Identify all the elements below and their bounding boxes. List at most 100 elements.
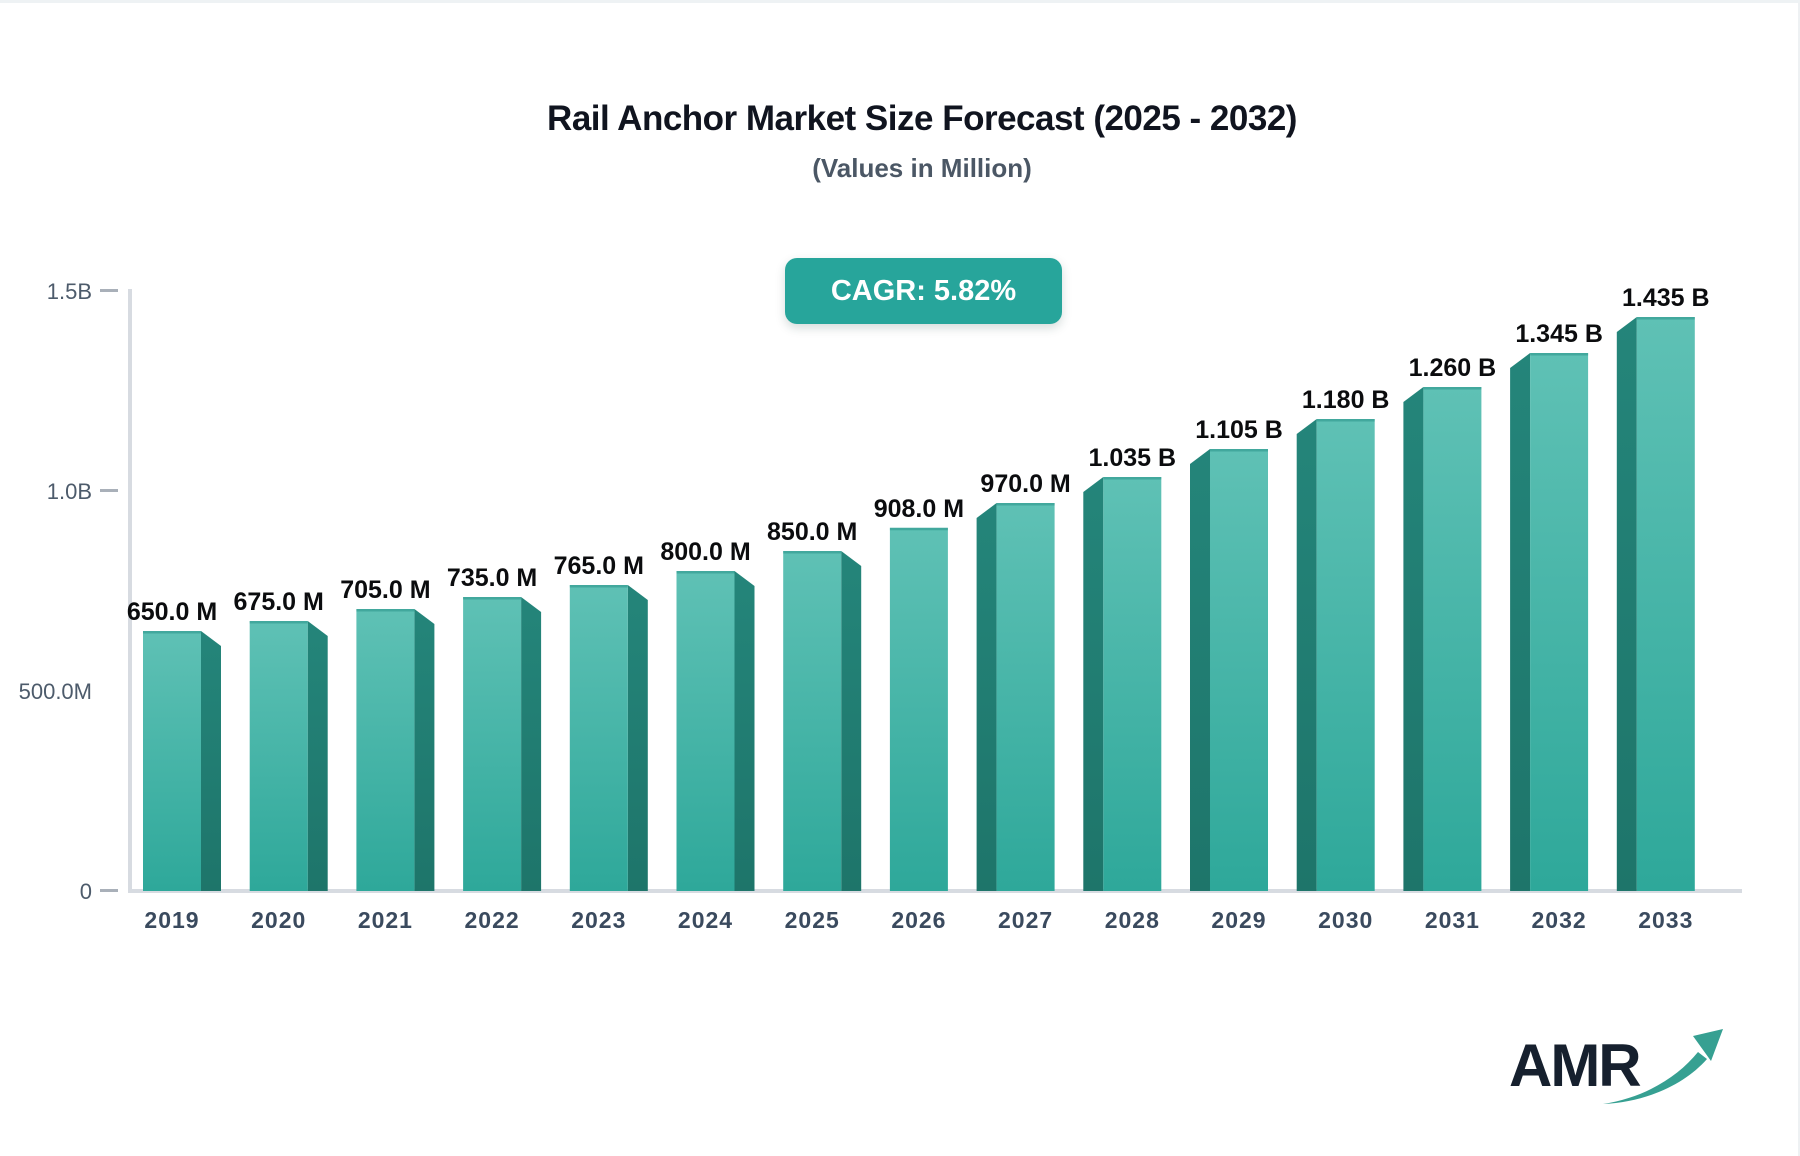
amr-logo-text: AMR <box>1509 1032 1642 1099</box>
x-axis-label-2026: 2026 <box>891 907 946 933</box>
bar-group-2019: 650.0 M 2019 <box>127 598 221 933</box>
x-axis-label-2025: 2025 <box>785 907 840 933</box>
bar-value-label-2023: 765.0 M <box>554 552 644 580</box>
bar-front-face <box>996 503 1055 891</box>
y-axis-label-1.0B: 1.0B <box>47 479 92 504</box>
bar-value-label-2021: 705.0 M <box>340 576 430 604</box>
bar-value-label-2024: 800.0 M <box>660 538 750 566</box>
bar-top-edge <box>143 631 201 634</box>
bar-top-edge <box>569 585 628 588</box>
bar-group-2025: 850.0 M 2025 <box>767 518 862 933</box>
x-axis-label-2020: 2020 <box>251 907 306 933</box>
bar-value-label-2020: 675.0 M <box>234 588 324 616</box>
x-axis-label-2027: 2027 <box>998 907 1053 933</box>
bar-group-2024: 800.0 M 2024 <box>660 538 755 933</box>
bar-side-face <box>841 551 862 891</box>
bar-front-face <box>889 527 948 891</box>
y-tick-dash-0 <box>100 889 118 892</box>
bar-group-2031: 1.260 B 2031 <box>1403 354 1496 933</box>
cagr-badge: CAGR: 5.82% <box>785 258 1062 324</box>
bar-front-face <box>1423 387 1482 891</box>
x-axis-label-2022: 2022 <box>465 907 520 933</box>
bar-front-face <box>1210 449 1268 891</box>
bar-top-edge <box>356 609 415 612</box>
x-axis-label-2029: 2029 <box>1211 907 1266 933</box>
bar-value-label-2019: 650.0 M <box>127 598 217 626</box>
bar-front-face <box>1103 477 1162 891</box>
bar-top-edge <box>249 621 308 624</box>
bar-group-2027: 970.0 M 2027 <box>976 470 1071 933</box>
bar-value-label-2033: 1.435 B <box>1622 284 1710 312</box>
bar-value-label-2029: 1.105 B <box>1195 416 1283 444</box>
bar-side-face <box>976 503 997 891</box>
bar-side-face <box>414 609 435 891</box>
bar-side-face <box>1083 477 1104 891</box>
bar-front-face <box>783 551 842 891</box>
chart-subtitle: (Values in Million) <box>812 153 1032 183</box>
x-axis-label-2019: 2019 <box>144 907 199 933</box>
bar-group-2026: 908.0 M 2026 <box>874 495 964 933</box>
amr-logo: AMR <box>1509 1026 1723 1110</box>
bar-side-face <box>1190 449 1210 891</box>
bar-front-face <box>1636 317 1695 891</box>
bar-side-face <box>307 621 328 891</box>
x-axis-label-2030: 2030 <box>1318 907 1373 933</box>
x-axis-label-2023: 2023 <box>571 907 626 933</box>
bar-top-edge <box>1103 477 1162 480</box>
bar-value-label-2031: 1.260 B <box>1409 354 1497 382</box>
bar-group-2029: 1.105 B 2029 <box>1190 416 1283 933</box>
x-axis-label-2033: 2033 <box>1638 907 1693 933</box>
bar-side-face <box>734 571 755 891</box>
bar-side-face <box>521 597 542 891</box>
bar-group-2020: 675.0 M 2020 <box>234 588 328 933</box>
bar-group-2021: 705.0 M 2021 <box>340 576 435 933</box>
bar-side-face <box>1296 419 1317 891</box>
bar-group-2032: 1.345 B 2032 <box>1510 320 1603 933</box>
bar-side-face <box>627 585 648 891</box>
x-axis-label-2031: 2031 <box>1425 907 1480 933</box>
bar-side-face <box>1403 387 1424 891</box>
bar-front-face <box>249 621 308 891</box>
bar-value-label-2025: 850.0 M <box>767 518 857 546</box>
y-axis-label-1.5B: 1.5B <box>47 279 92 304</box>
bar-top-edge <box>676 571 735 574</box>
bar-side-face <box>1616 317 1637 891</box>
y-axis-line <box>128 289 132 893</box>
bar-value-label-2032: 1.345 B <box>1515 320 1603 348</box>
growth-arrow-icon <box>1603 1029 1723 1104</box>
bar-top-edge <box>463 597 522 600</box>
bar-side-face <box>1510 353 1531 891</box>
y-axis-label-500.0M: 500.0M <box>19 679 92 704</box>
bar-front-face <box>143 631 201 891</box>
bar-front-face <box>463 597 522 891</box>
bar-group-2023: 765.0 M 2023 <box>554 552 648 933</box>
x-axis-label-2028: 2028 <box>1105 907 1160 933</box>
x-axis-label-2024: 2024 <box>678 907 733 933</box>
bar-top-edge <box>783 551 842 554</box>
bar-group-2022: 735.0 M 2022 <box>447 564 542 933</box>
chart-title: Rail Anchor Market Size Forecast (2025 -… <box>547 99 1297 138</box>
bar-top-edge <box>1530 353 1589 356</box>
x-axis-label-2021: 2021 <box>358 907 413 933</box>
x-axis-label-2032: 2032 <box>1532 907 1587 933</box>
bar-side-face <box>201 631 221 891</box>
bar-value-label-2028: 1.035 B <box>1089 444 1177 472</box>
bar-value-label-2030: 1.180 B <box>1302 386 1390 414</box>
bar-top-edge <box>1423 387 1482 390</box>
y-axis-label-0: 0 <box>80 879 92 904</box>
bar-top-edge <box>1636 317 1695 320</box>
y-tick-dash-1.5B <box>100 289 118 292</box>
bar-group-2028: 1.035 B 2028 <box>1083 444 1176 933</box>
bar-group-2033: 1.435 B 2033 <box>1616 284 1710 933</box>
bar-top-edge <box>1316 419 1375 422</box>
bar-top-edge <box>996 503 1055 506</box>
y-tick-dash-1.0B <box>100 489 118 492</box>
bar-value-label-2027: 970.0 M <box>980 470 1070 498</box>
bar-front-face <box>569 585 628 891</box>
bar-chart-canvas: 1.5B 1.0B 500.0M 0 650.0 M 2019 675.0 M 2020 705… <box>19 279 1742 933</box>
bar-front-face <box>1530 353 1589 891</box>
bar-value-label-2026: 908.0 M <box>874 495 964 523</box>
bar-top-edge <box>1210 449 1268 452</box>
bar-front-face <box>1316 419 1375 891</box>
